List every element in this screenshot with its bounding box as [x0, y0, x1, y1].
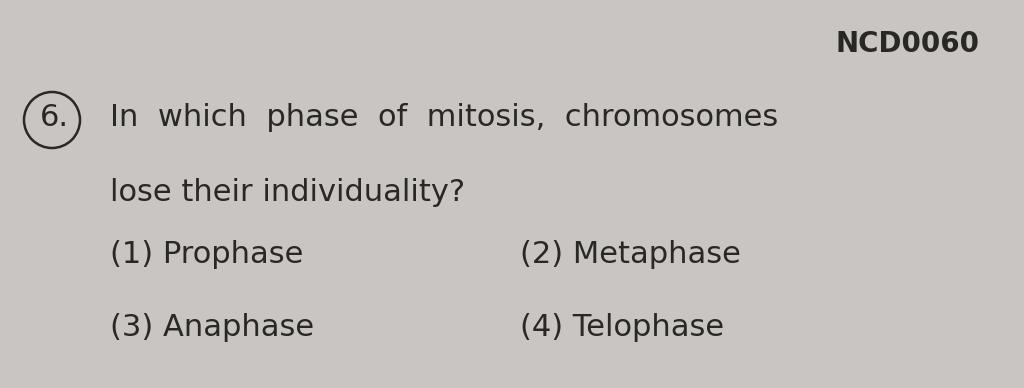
Text: 6.: 6. [40, 104, 69, 132]
Text: In  which  phase  of  mitosis,  chromosomes: In which phase of mitosis, chromosomes [110, 103, 778, 132]
Text: (2) Metaphase: (2) Metaphase [520, 240, 741, 269]
Text: lose their individuality?: lose their individuality? [110, 178, 465, 207]
Text: (4) Telophase: (4) Telophase [520, 313, 724, 342]
Text: (3) Anaphase: (3) Anaphase [110, 313, 314, 342]
Text: NCD0060: NCD0060 [836, 30, 980, 58]
Text: (1) Prophase: (1) Prophase [110, 240, 303, 269]
